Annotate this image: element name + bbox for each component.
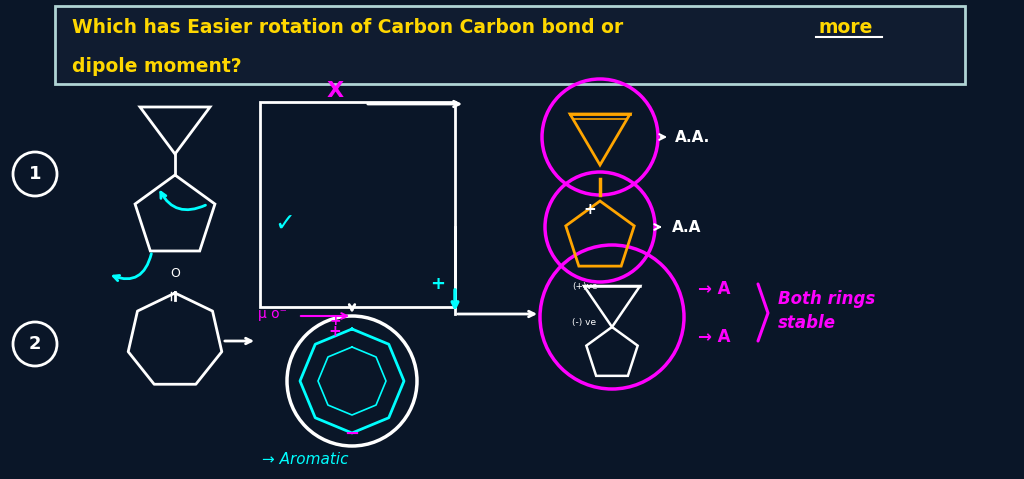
- FancyBboxPatch shape: [55, 6, 965, 84]
- Text: +: +: [584, 202, 596, 217]
- Text: (-) ve: (-) ve: [572, 319, 596, 328]
- Text: → Aromatic: → Aromatic: [262, 452, 348, 467]
- Text: O: O: [170, 267, 180, 280]
- FancyBboxPatch shape: [260, 102, 455, 307]
- Text: +: +: [430, 275, 445, 293]
- Text: more: more: [818, 18, 872, 36]
- Text: 2: 2: [29, 335, 41, 353]
- Text: −: −: [344, 425, 359, 443]
- Text: +: +: [329, 323, 341, 339]
- Text: 1: 1: [29, 165, 41, 183]
- Text: Which has Easier rotation of Carbon Carbon bond or: Which has Easier rotation of Carbon Carb…: [72, 18, 630, 36]
- Text: → A: → A: [698, 328, 730, 346]
- Text: ✓: ✓: [274, 212, 296, 236]
- Text: Both rings
stable: Both rings stable: [778, 289, 876, 332]
- Text: μ o⁻: μ o⁻: [257, 307, 287, 321]
- Text: A.A: A.A: [672, 219, 701, 235]
- Text: X: X: [327, 81, 344, 101]
- Text: dipole moment?: dipole moment?: [72, 57, 242, 77]
- Text: +: +: [329, 314, 341, 328]
- Text: A.A.: A.A.: [675, 129, 711, 145]
- Text: (+)ve: (+)ve: [572, 282, 597, 290]
- Text: → A: → A: [698, 280, 730, 298]
